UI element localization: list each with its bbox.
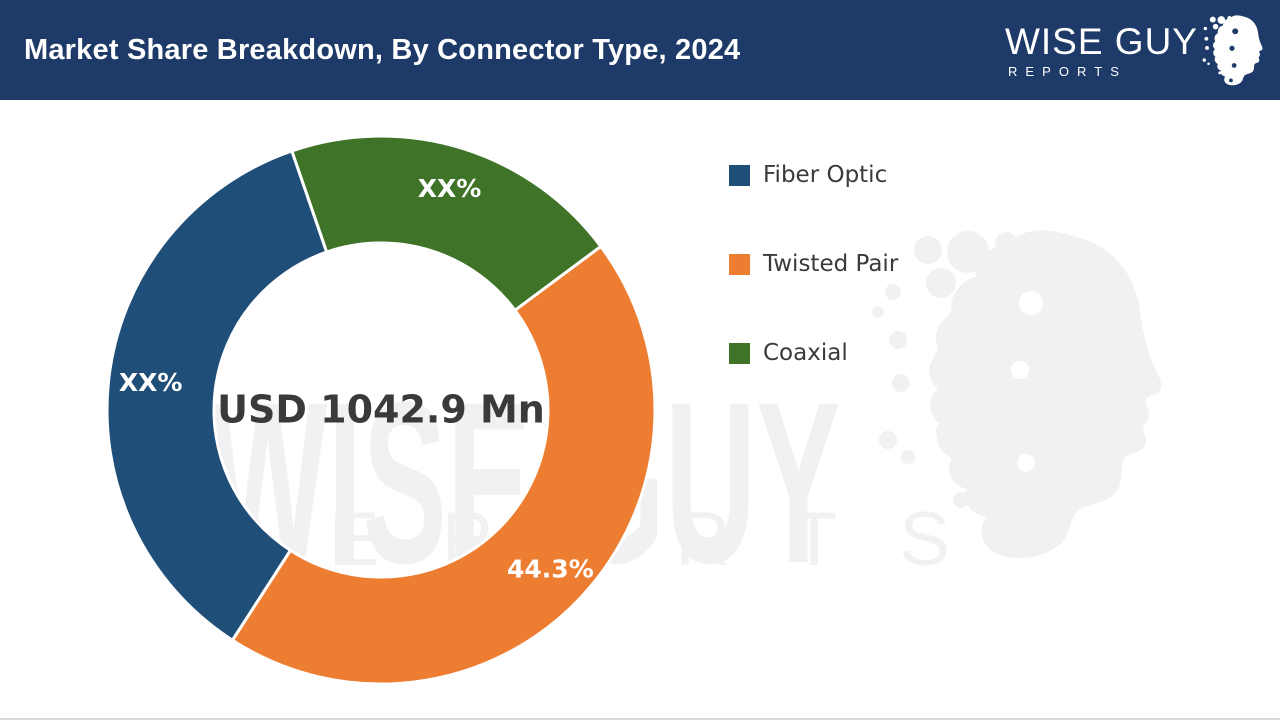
legend-label: Fiber Optic [763,161,888,188]
chart-area: WISE GUY REPORTS [0,100,1280,718]
logo-tagline: REPORTS [1007,63,1127,79]
legend-label: Coaxial [763,339,848,366]
legend-swatch-fiber-optic [729,164,750,186]
chart-legend: Fiber Optic Twisted Pair Coaxial [729,162,898,429]
legend-item-coaxial: Coaxial [729,340,898,366]
page-title: Market Share Breakdown, By Connector Typ… [24,33,741,66]
watermark-face-icon [872,230,1162,559]
header-bar: Market Share Breakdown, By Connector Typ… [0,0,1280,100]
legend-swatch-twisted-pair [729,253,750,275]
legend-label: Twisted Pair [763,250,899,277]
logo-name: WISE GUY [1004,20,1198,62]
logo-face-icon [1202,14,1263,85]
legend-item-twisted-pair: Twisted Pair [729,251,898,277]
legend-item-fiber-optic: Fiber Optic [729,162,898,188]
wiseguy-logo: WISE GUY REPORTS [1005,12,1264,89]
logo-text: WISE GUY REPORTS [1005,23,1198,78]
legend-swatch-coaxial [729,342,750,364]
